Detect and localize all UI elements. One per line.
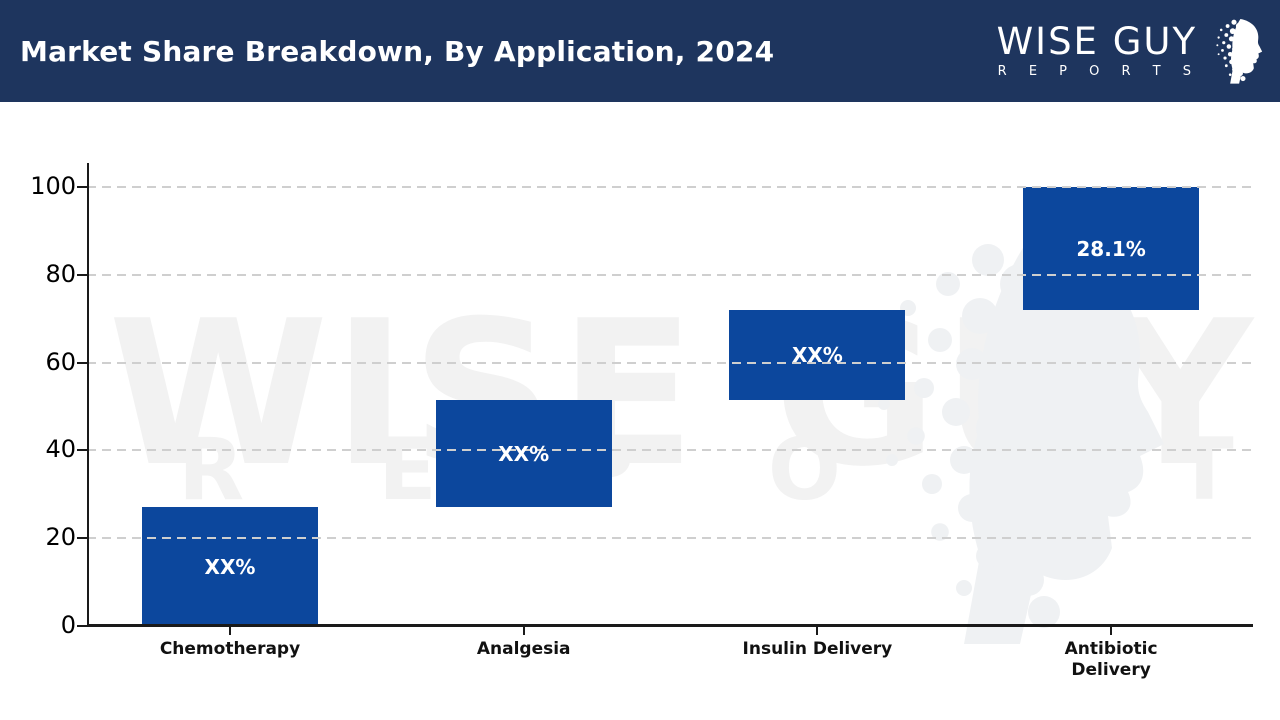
page-title: Market Share Breakdown, By Application, … — [20, 34, 775, 68]
x-tick — [1110, 627, 1113, 635]
gridline — [87, 449, 1253, 452]
y-tick-label: 40 — [45, 435, 76, 464]
y-tick — [77, 449, 87, 452]
y-tick-label: 0 — [60, 611, 76, 639]
y-tick — [77, 186, 87, 188]
x-tick — [229, 627, 231, 635]
y-tick — [77, 625, 87, 627]
wise-guy-head-icon — [1202, 10, 1266, 92]
logo-subtitle: R E P O R T S — [997, 63, 1200, 79]
x-category-label: Insulin Delivery — [742, 639, 893, 659]
bar-value-label: XX% — [204, 554, 256, 579]
wise-guy-logo: WISE GUY R E P O R T S — [994, 10, 1266, 92]
x-category-label: Antibiotic Delivery — [1064, 639, 1158, 680]
bar-segment-chemotherapy — [142, 507, 318, 626]
x-category-label: Analgesia — [476, 639, 571, 659]
bar-value-label: XX% — [498, 441, 550, 466]
gridline — [87, 361, 1253, 364]
y-axis-line — [87, 163, 89, 626]
y-tick-label: 60 — [45, 347, 76, 376]
bar-segment-insulin-delivery — [729, 310, 906, 401]
y-tick-label: 80 — [45, 259, 76, 288]
y-tick-label: 20 — [45, 523, 76, 552]
x-category-label: Chemotherapy — [159, 639, 301, 659]
gridline — [87, 537, 1253, 540]
bar-segment-analgesia — [435, 400, 612, 508]
logo-text: WISE GUY R E P O R T S — [994, 20, 1200, 79]
gridline — [87, 186, 1253, 188]
y-tick — [77, 361, 87, 364]
y-tick — [77, 273, 87, 276]
chart: WISE GUY R E P O R T S 020406080100XX%Ch… — [0, 102, 1280, 720]
x-tick — [816, 627, 819, 635]
bar-segment-antibiotic-delivery — [1023, 187, 1200, 311]
gridline — [87, 273, 1253, 276]
header: Market Share Breakdown, By Application, … — [0, 0, 1280, 102]
y-tick-label: 100 — [30, 172, 76, 200]
bar-value-label: 28.1% — [1076, 236, 1146, 261]
x-axis-line — [87, 624, 1253, 627]
y-tick — [77, 537, 87, 540]
logo-wordmark: WISE GUY — [996, 20, 1198, 64]
bar-value-label: XX% — [791, 343, 843, 368]
x-tick — [522, 627, 525, 635]
